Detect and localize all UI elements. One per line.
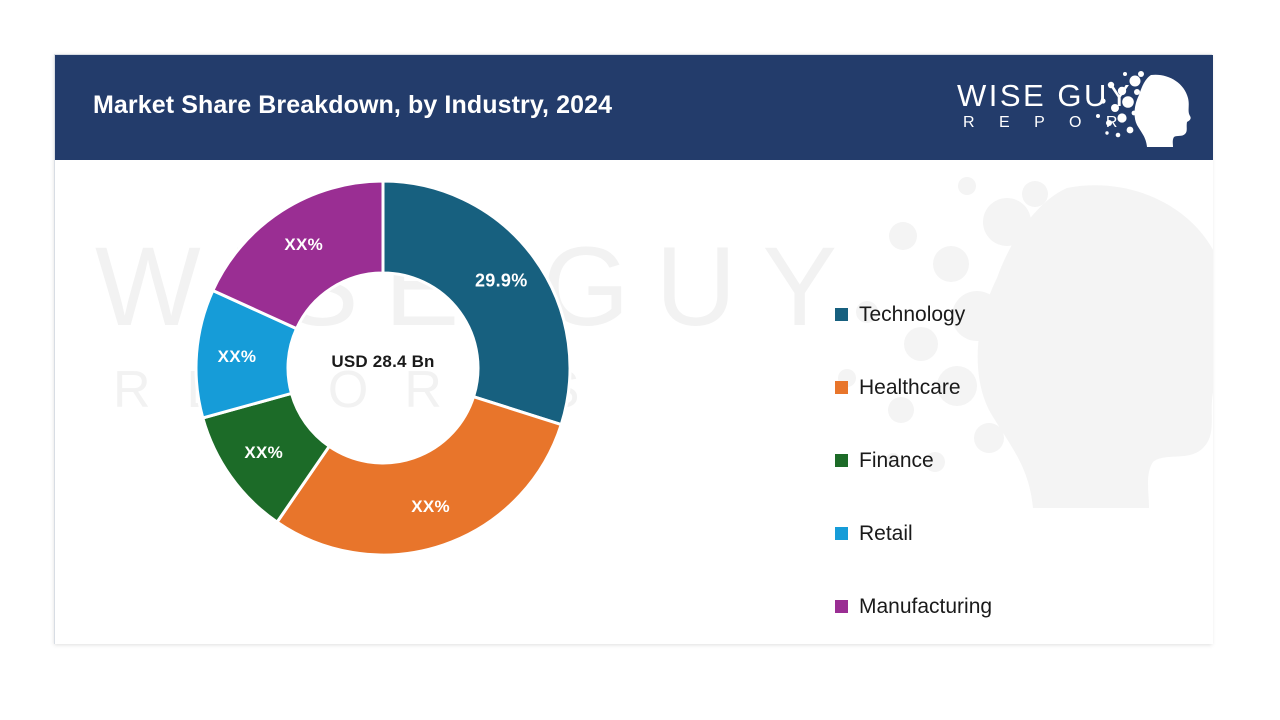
slice-label-finance: XX% bbox=[244, 443, 284, 463]
legend-label: Healthcare bbox=[859, 375, 961, 399]
legend-item-technology[interactable]: Technology bbox=[835, 278, 1165, 351]
legend-swatch-icon bbox=[835, 600, 848, 613]
donut-slice-technology[interactable] bbox=[381, 179, 572, 427]
legend-item-retail[interactable]: Retail bbox=[835, 497, 1165, 570]
chart-legend: Technology Healthcare Finance Retail Manufac… bbox=[835, 278, 1165, 643]
donut-chart: USD 28.4 Bn 29.9% XX% XX% XX% XX% bbox=[183, 160, 583, 580]
logo-wordmark-primary: WISE GUY bbox=[957, 78, 1133, 113]
slice-label-retail: XX% bbox=[217, 346, 257, 366]
chart-card: Market Share Breakdown, by Industry, 202… bbox=[54, 54, 1213, 644]
legend-swatch-icon bbox=[835, 527, 848, 540]
donut-slice-healthcare[interactable] bbox=[274, 394, 564, 557]
legend-item-finance[interactable]: Finance bbox=[835, 424, 1165, 497]
legend-item-manufacturing[interactable]: Manufacturing bbox=[835, 570, 1165, 643]
chart-body: WISE GUY REPORTS bbox=[55, 160, 1213, 644]
slice-label-technology: 29.9% bbox=[474, 270, 528, 291]
legend-swatch-icon bbox=[835, 454, 848, 467]
donut-slice-manufacturing[interactable] bbox=[210, 179, 385, 331]
slice-label-manufacturing: XX% bbox=[284, 234, 324, 254]
header-band: Market Share Breakdown, by Industry, 202… bbox=[55, 55, 1213, 160]
legend-item-healthcare[interactable]: Healthcare bbox=[835, 351, 1165, 424]
legend-swatch-icon bbox=[835, 308, 848, 321]
donut-center-value: USD 28.4 Bn bbox=[331, 352, 435, 371]
legend-label: Technology bbox=[859, 302, 966, 326]
legend-label: Retail bbox=[859, 521, 913, 545]
brand-logo: WISE GUY R E P O R T S bbox=[949, 69, 1199, 149]
donut-svg bbox=[194, 179, 572, 557]
legend-label: Finance bbox=[859, 448, 934, 472]
legend-label: Manufacturing bbox=[859, 594, 993, 618]
legend-swatch-icon bbox=[835, 381, 848, 394]
head-profile-icon bbox=[1096, 71, 1191, 147]
page-title: Market Share Breakdown, by Industry, 202… bbox=[93, 91, 613, 119]
slice-label-healthcare: XX% bbox=[411, 496, 450, 516]
